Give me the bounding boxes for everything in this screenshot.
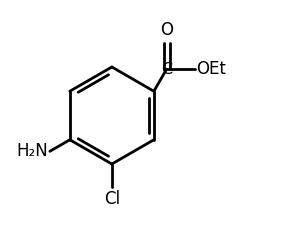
Text: Cl: Cl: [104, 190, 120, 208]
Text: H₂N: H₂N: [17, 142, 48, 160]
Text: C: C: [161, 62, 172, 77]
Text: OEt: OEt: [196, 60, 226, 78]
Text: O: O: [160, 21, 173, 39]
